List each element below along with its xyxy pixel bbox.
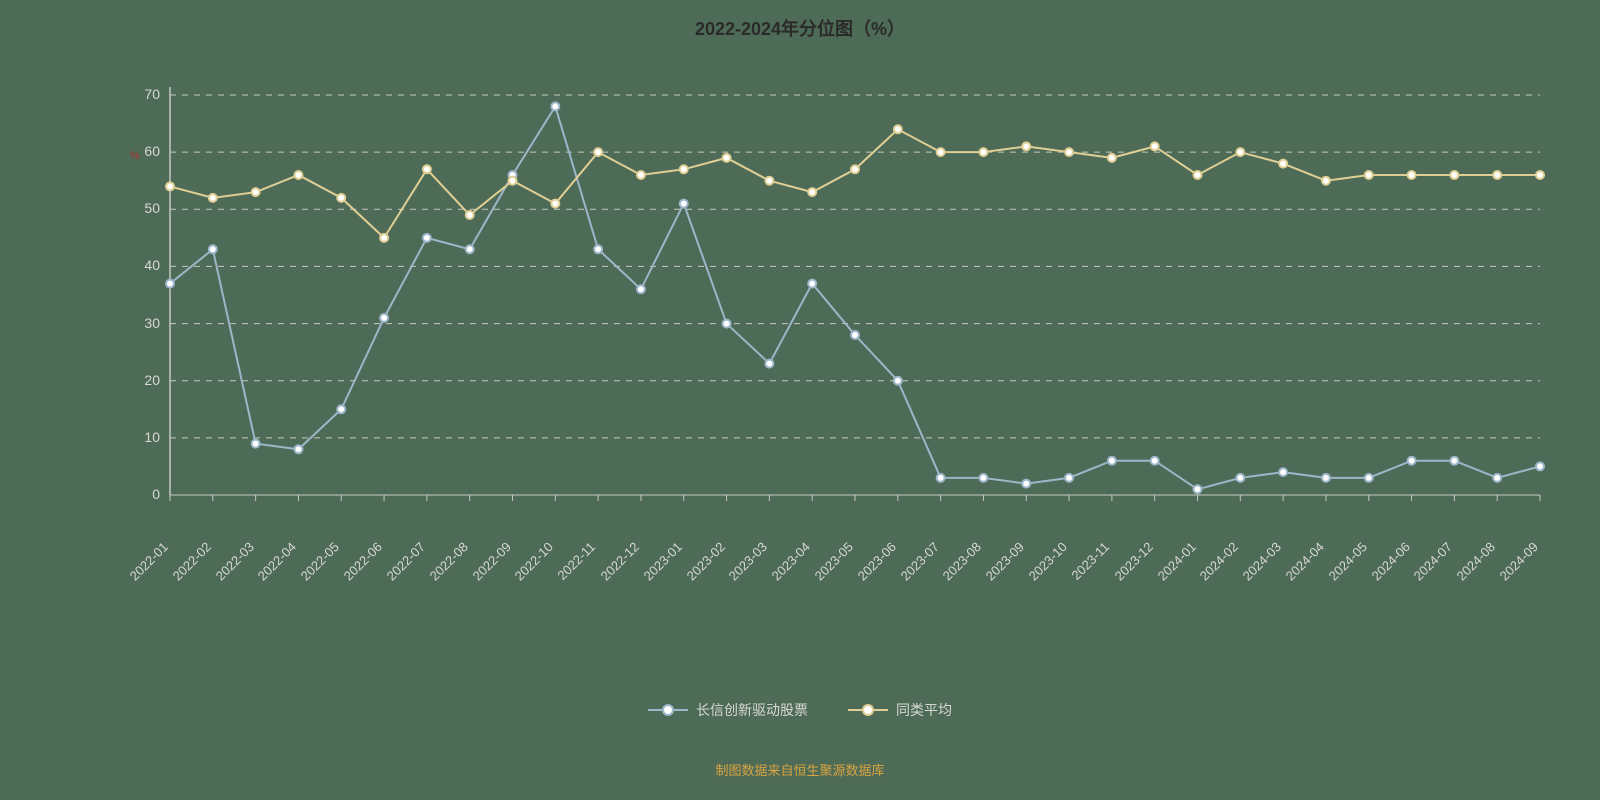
source-note: 制图数据来自恒生聚源数据库 xyxy=(0,760,1600,779)
y-tick-label: 30 xyxy=(120,315,160,331)
legend-marker-1 xyxy=(648,703,688,717)
y-tick-label: 0 xyxy=(120,486,160,502)
chart-container: { "chart": { "type": "line", "title": "2… xyxy=(0,0,1600,800)
legend-label-2: 同类平均 xyxy=(896,700,952,720)
y-tick-label: 40 xyxy=(120,257,160,273)
y-tick-label: 70 xyxy=(120,86,160,102)
legend-item-series-2: 同类平均 xyxy=(848,700,952,720)
legend-label-1: 长信创新驱动股票 xyxy=(696,700,808,720)
y-tick-label: 50 xyxy=(120,200,160,216)
legend-marker-2 xyxy=(848,703,888,717)
y-tick-label: 20 xyxy=(120,372,160,388)
y-tick-label: 60 xyxy=(120,143,160,159)
legend-item-series-1: 长信创新驱动股票 xyxy=(648,700,808,720)
chart-plot-svg xyxy=(0,0,1600,800)
y-tick-label: 10 xyxy=(120,429,160,445)
chart-legend: 长信创新驱动股票 同类平均 xyxy=(0,700,1600,720)
